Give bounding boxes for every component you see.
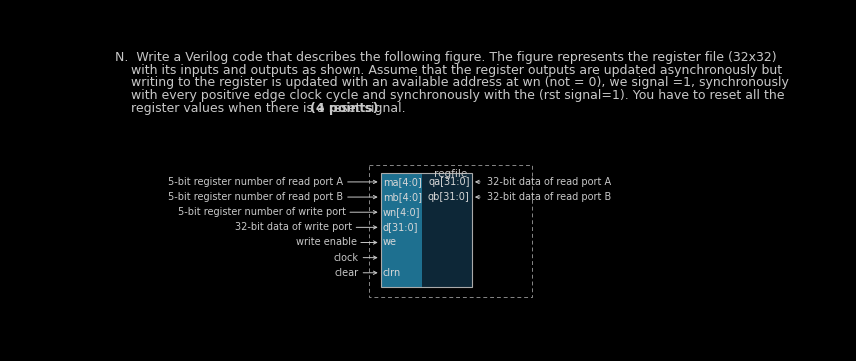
Bar	[381, 173, 472, 287]
Text: regfile: regfile	[434, 169, 467, 179]
Text: ma[4:0]: ma[4:0]	[383, 177, 422, 187]
Text: write enable: write enable	[295, 238, 357, 248]
Text: d[31:0]: d[31:0]	[383, 222, 419, 232]
Text: clrn: clrn	[383, 268, 401, 278]
Text: 5-bit register number of read port A: 5-bit register number of read port A	[169, 177, 343, 187]
Text: with its inputs and outputs as shown. Assume that the register outputs are updat: with its inputs and outputs as shown. As…	[115, 64, 782, 77]
Text: 32-bit data of write port: 32-bit data of write port	[235, 222, 352, 232]
Text: with every positive edge clock cycle and synchronously with the (rst signal=1). : with every positive edge clock cycle and…	[115, 89, 784, 102]
Text: 32-bit data of read port B: 32-bit data of read port B	[487, 192, 611, 202]
Text: 5-bit register number of write port: 5-bit register number of write port	[178, 207, 346, 217]
Text: (4 points): (4 points)	[310, 102, 378, 115]
Polygon shape	[422, 173, 472, 287]
Text: writing to the register is updated with an available address at wn (not = 0), we: writing to the register is updated with …	[115, 77, 788, 90]
Bar	[381, 173, 472, 287]
Text: qb[31:0]: qb[31:0]	[428, 192, 470, 202]
Text: clock: clock	[334, 253, 359, 263]
Text: 5-bit register number of read port B: 5-bit register number of read port B	[169, 192, 343, 202]
Text: we: we	[383, 238, 397, 248]
Bar	[369, 165, 532, 297]
Text: N.  Write a Verilog code that describes the following figure. The figure represe: N. Write a Verilog code that describes t…	[115, 51, 776, 64]
Text: qa[31:0]: qa[31:0]	[428, 177, 470, 187]
Text: wn[4:0]: wn[4:0]	[383, 207, 420, 217]
Text: register values when there is a reset signal.: register values when there is a reset si…	[115, 102, 409, 115]
Text: 32-bit data of read port A: 32-bit data of read port A	[487, 177, 611, 187]
Text: mb[4:0]: mb[4:0]	[383, 192, 422, 202]
Text: clear: clear	[335, 268, 359, 278]
